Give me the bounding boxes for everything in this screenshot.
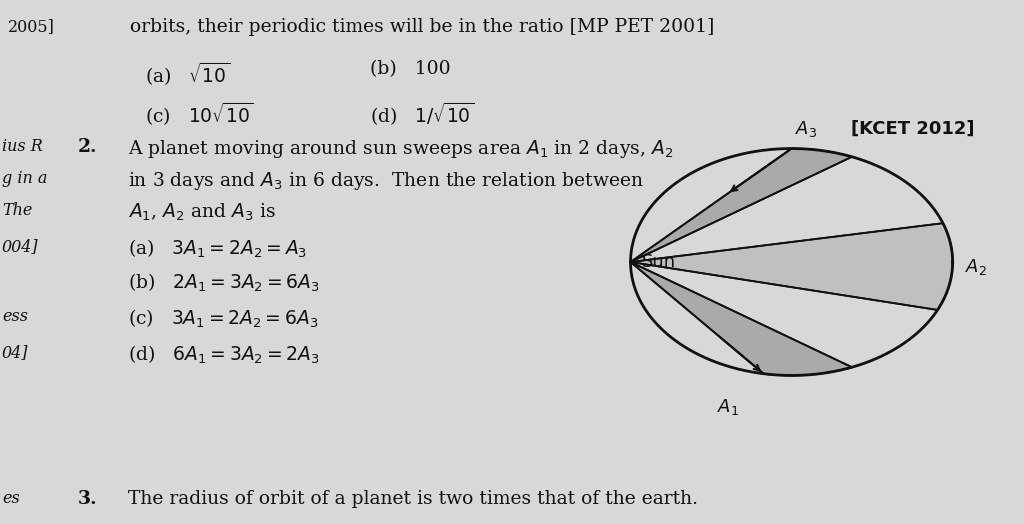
Text: The radius of orbit of a planet is two times that of the earth.: The radius of orbit of a planet is two t… bbox=[128, 490, 698, 508]
Text: $A_1$, $A_2$ and $A_3$ is: $A_1$, $A_2$ and $A_3$ is bbox=[128, 202, 275, 223]
Polygon shape bbox=[631, 223, 952, 310]
Text: 04]: 04] bbox=[2, 344, 29, 361]
Text: 2005]: 2005] bbox=[8, 18, 55, 35]
Text: The: The bbox=[2, 202, 33, 219]
Text: 3.: 3. bbox=[78, 490, 97, 508]
Text: (d)   $6A_1 = 3A_2 = 2A_3$: (d) $6A_1 = 3A_2 = 2A_3$ bbox=[128, 344, 319, 366]
Text: g in a: g in a bbox=[2, 170, 47, 187]
Text: 2.: 2. bbox=[78, 138, 97, 156]
Text: [KCET 2012]: [KCET 2012] bbox=[851, 119, 974, 138]
Text: $A_1$: $A_1$ bbox=[717, 397, 739, 417]
Polygon shape bbox=[631, 262, 852, 376]
Text: (b)   $2A_1 = 3A_2 = 6A_3$: (b) $2A_1 = 3A_2 = 6A_3$ bbox=[128, 272, 319, 294]
Text: orbits, their periodic times will be in the ratio [MP PET 2001]: orbits, their periodic times will be in … bbox=[130, 18, 715, 36]
Text: es: es bbox=[2, 490, 19, 507]
Text: (c)   $3A_1 = 2A_2 = 6A_3$: (c) $3A_1 = 2A_2 = 6A_3$ bbox=[128, 308, 318, 330]
Text: A planet moving around sun sweeps area $A_1$ in 2 days, $A_2$: A planet moving around sun sweeps area $… bbox=[128, 138, 673, 160]
Polygon shape bbox=[631, 148, 852, 262]
Text: in 3 days and $A_3$ in 6 days.  Then the relation between: in 3 days and $A_3$ in 6 days. Then the … bbox=[128, 170, 644, 192]
Text: ess: ess bbox=[2, 308, 28, 325]
Text: (b)   100: (b) 100 bbox=[370, 60, 451, 78]
Text: ius R: ius R bbox=[2, 138, 43, 155]
Text: 004]: 004] bbox=[2, 238, 39, 255]
Text: (a)   $\sqrt{10}$: (a) $\sqrt{10}$ bbox=[145, 60, 230, 87]
Text: (c)   $10\sqrt{10}$: (c) $10\sqrt{10}$ bbox=[145, 100, 253, 127]
Text: (d)   $1/\sqrt{10}$: (d) $1/\sqrt{10}$ bbox=[370, 100, 474, 127]
Text: $A_3$: $A_3$ bbox=[796, 119, 817, 139]
Text: Sun: Sun bbox=[641, 253, 676, 271]
Text: (a)   $3A_1 = 2A_2 = A_3$: (a) $3A_1 = 2A_2 = A_3$ bbox=[128, 238, 307, 260]
Text: $A_2$: $A_2$ bbox=[966, 257, 987, 277]
